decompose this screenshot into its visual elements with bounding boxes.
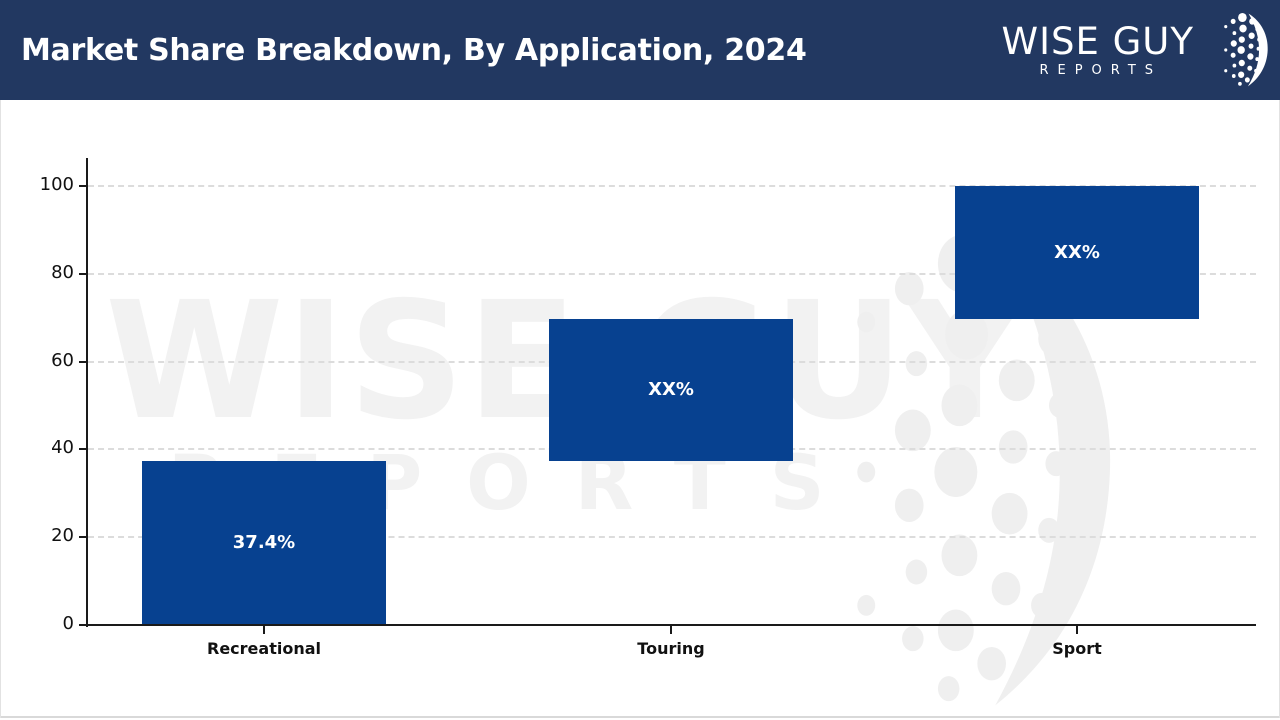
y-tick-mark-100 <box>79 185 88 187</box>
wiseguy-logo: WISE GUY REPORTS <box>1002 8 1272 92</box>
y-tick-label-40: 40 <box>51 437 74 459</box>
x-category-label-touring: Touring <box>637 639 705 658</box>
wiseguy-face-icon <box>1224 12 1268 87</box>
page-left-border <box>0 100 1 718</box>
logo-reports-label: REPORTS <box>1039 62 1163 78</box>
bar-segment-sport: XX% <box>955 186 1199 319</box>
y-tick-mark-40 <box>79 448 88 451</box>
y-tick-label-20: 20 <box>51 525 74 547</box>
chart-title: Market Share Breakdown, By Application, … <box>21 32 807 68</box>
bar-segment-recreational: 37.4% <box>142 460 386 625</box>
y-tick-label-0: 0 <box>62 613 74 634</box>
x-category-label-recreational: Recreational <box>207 639 321 658</box>
y-tick-mark-20 <box>79 536 88 539</box>
header-bar: Market Share Breakdown, By Application, … <box>0 0 1280 100</box>
chart-plot-area: 0 20 40 60 80 100 37.4% XX% XX% Recreational Touri… <box>0 100 1280 718</box>
y-tick-mark-60 <box>79 360 88 363</box>
y-tick-label-80: 80 <box>51 261 74 283</box>
gridline-100 <box>88 185 1256 187</box>
bar-value-label-sport: XX% <box>1054 241 1100 263</box>
wiseguy-logo-text: WISE GUY REPORTS <box>1002 23 1194 78</box>
bar-segment-touring: XX% <box>549 318 793 461</box>
logo-wiseguy-label: WISE GUY <box>1001 19 1194 63</box>
x-axis-line <box>86 624 1256 626</box>
y-tick-mark-80 <box>79 272 88 275</box>
y-tick-mark-0 <box>79 624 88 626</box>
y-axis-line <box>86 158 88 627</box>
y-tick-label-60: 60 <box>51 349 74 371</box>
gridline-80 <box>88 272 1256 275</box>
x-tick-mark-recreational <box>263 626 265 634</box>
x-category-label-sport: Sport <box>1052 639 1102 658</box>
bar-value-label-recreational: 37.4% <box>232 532 296 554</box>
gridline-20 <box>88 536 1256 539</box>
y-tick-label-100: 100 <box>39 174 74 195</box>
x-tick-mark-touring <box>670 626 672 634</box>
page-bottom-border <box>0 716 1280 718</box>
bar-value-label-touring: XX% <box>648 379 694 401</box>
x-tick-mark-sport <box>1076 626 1078 634</box>
